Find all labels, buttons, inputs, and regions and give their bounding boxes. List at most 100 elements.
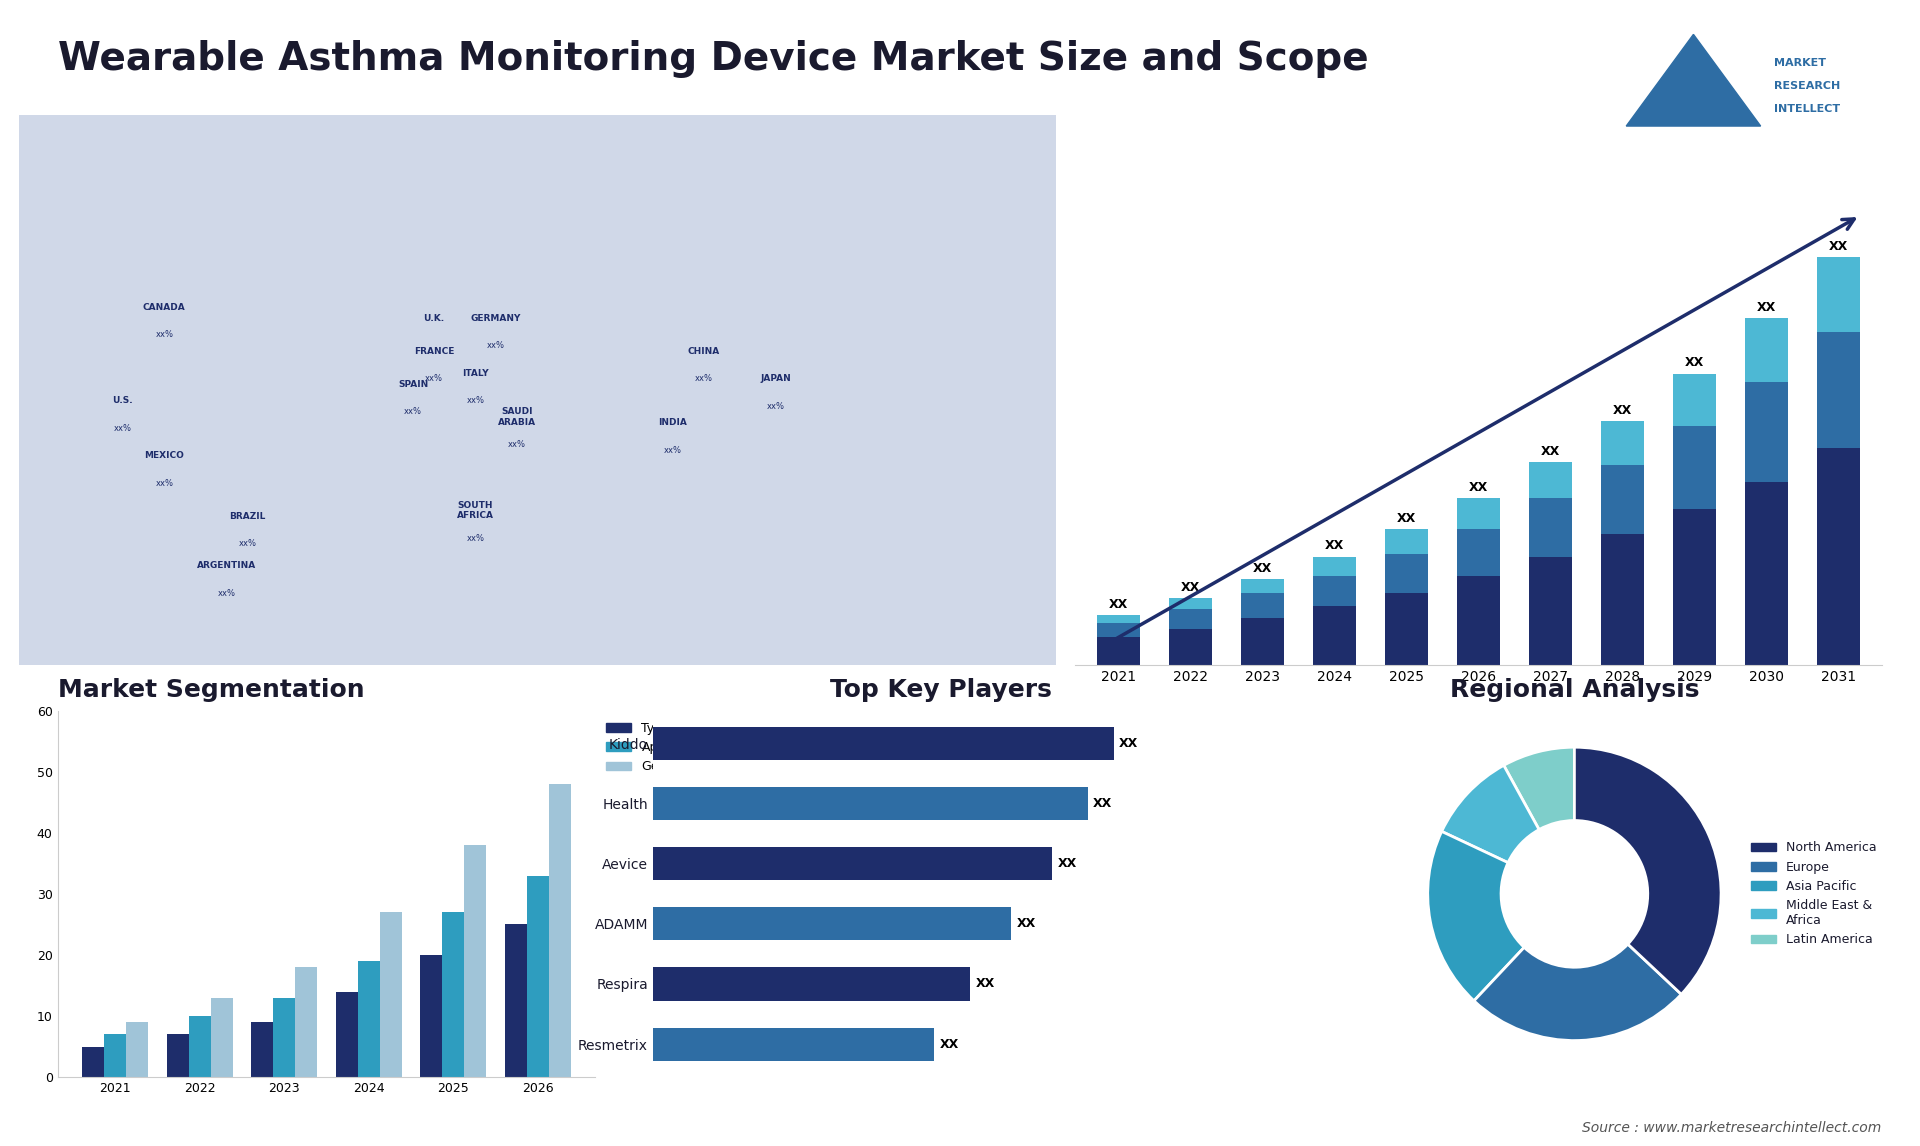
Bar bbox=[526, 876, 549, 1077]
Wedge shape bbox=[1475, 944, 1682, 1041]
Text: xx%: xx% bbox=[238, 539, 255, 548]
Bar bbox=[336, 991, 357, 1077]
Text: XX: XX bbox=[1396, 512, 1417, 525]
Wedge shape bbox=[1503, 747, 1574, 830]
Bar bbox=[252, 1022, 273, 1077]
Bar bbox=[1672, 426, 1716, 510]
Title: Top Key Players: Top Key Players bbox=[829, 677, 1052, 701]
Bar bbox=[1096, 637, 1140, 665]
Bar bbox=[1457, 528, 1500, 576]
Text: ITALY: ITALY bbox=[463, 369, 490, 378]
Text: xx%: xx% bbox=[424, 374, 444, 383]
Bar bbox=[1096, 614, 1140, 623]
Text: ARGENTINA: ARGENTINA bbox=[198, 562, 255, 571]
Text: XX: XX bbox=[1016, 918, 1035, 931]
Bar bbox=[380, 912, 401, 1077]
Bar bbox=[653, 908, 1012, 941]
Bar bbox=[1313, 576, 1356, 606]
Bar bbox=[1672, 510, 1716, 665]
Bar bbox=[420, 955, 442, 1077]
Text: xx%: xx% bbox=[467, 397, 484, 406]
Bar bbox=[1240, 592, 1284, 618]
Bar bbox=[1601, 465, 1644, 534]
Text: XX: XX bbox=[1092, 798, 1112, 810]
Text: xx%: xx% bbox=[405, 407, 422, 416]
Text: Source : www.marketresearchintellect.com: Source : www.marketresearchintellect.com bbox=[1582, 1121, 1882, 1135]
Wedge shape bbox=[1428, 832, 1524, 1000]
Bar bbox=[357, 961, 380, 1077]
Text: GERMANY: GERMANY bbox=[470, 314, 522, 323]
Bar bbox=[1816, 332, 1860, 448]
Bar bbox=[1528, 499, 1572, 557]
Text: XX: XX bbox=[975, 978, 995, 990]
Bar bbox=[1745, 481, 1788, 665]
Legend: North America, Europe, Asia Pacific, Middle East &
Africa, Latin America: North America, Europe, Asia Pacific, Mid… bbox=[1745, 837, 1882, 951]
Text: xx%: xx% bbox=[217, 589, 236, 598]
Bar bbox=[1169, 598, 1212, 610]
Bar bbox=[465, 845, 486, 1077]
Text: INTELLECT: INTELLECT bbox=[1774, 104, 1839, 113]
Bar bbox=[296, 967, 317, 1077]
Bar bbox=[273, 998, 296, 1077]
Wedge shape bbox=[1442, 766, 1540, 863]
Text: SOUTH
AFRICA: SOUTH AFRICA bbox=[457, 501, 493, 520]
Legend: Type, Application, Geography: Type, Application, Geography bbox=[601, 716, 716, 778]
Bar bbox=[1816, 448, 1860, 665]
Bar bbox=[653, 1028, 935, 1060]
Bar bbox=[188, 1017, 211, 1077]
Text: INDIA: INDIA bbox=[659, 418, 687, 427]
Text: xx%: xx% bbox=[664, 446, 682, 455]
Text: MEXICO: MEXICO bbox=[144, 452, 184, 461]
Text: MARKET: MARKET bbox=[1774, 58, 1826, 68]
Text: XX: XX bbox=[1058, 857, 1077, 870]
Text: xx%: xx% bbox=[467, 534, 484, 543]
Text: XX: XX bbox=[1181, 581, 1200, 594]
Bar bbox=[653, 847, 1052, 880]
Bar bbox=[1672, 374, 1716, 426]
Text: xx%: xx% bbox=[509, 440, 526, 449]
Wedge shape bbox=[1574, 747, 1720, 995]
Bar bbox=[653, 728, 1114, 760]
Bar bbox=[104, 1035, 127, 1077]
Bar bbox=[211, 998, 232, 1077]
Text: xx%: xx% bbox=[488, 342, 505, 351]
Text: FRANCE: FRANCE bbox=[413, 346, 455, 355]
Bar bbox=[653, 967, 970, 1000]
Bar bbox=[1528, 557, 1572, 665]
Text: SPAIN: SPAIN bbox=[397, 379, 428, 388]
Text: SAUDI
ARABIA: SAUDI ARABIA bbox=[497, 408, 536, 426]
Text: XX: XX bbox=[1469, 481, 1488, 494]
Bar bbox=[1457, 576, 1500, 665]
Text: xx%: xx% bbox=[695, 374, 712, 383]
Bar bbox=[167, 1035, 188, 1077]
Text: XX: XX bbox=[1252, 562, 1273, 574]
Text: Wearable Asthma Monitoring Device Market Size and Scope: Wearable Asthma Monitoring Device Market… bbox=[58, 40, 1369, 78]
Bar bbox=[1816, 257, 1860, 332]
Bar bbox=[1169, 610, 1212, 629]
Bar bbox=[1745, 319, 1788, 382]
Text: xx%: xx% bbox=[768, 401, 785, 410]
Bar bbox=[1240, 579, 1284, 592]
Text: XX: XX bbox=[1540, 445, 1561, 458]
Bar bbox=[442, 912, 465, 1077]
Text: Market Segmentation: Market Segmentation bbox=[58, 677, 365, 701]
Text: XX: XX bbox=[1828, 240, 1849, 253]
Bar bbox=[1313, 557, 1356, 576]
Text: U.S.: U.S. bbox=[113, 397, 132, 406]
Bar bbox=[1240, 618, 1284, 665]
Bar bbox=[549, 784, 570, 1077]
Text: XX: XX bbox=[1108, 597, 1129, 611]
Bar bbox=[1457, 499, 1500, 528]
Text: U.K.: U.K. bbox=[422, 314, 445, 323]
Text: CHINA: CHINA bbox=[687, 346, 720, 355]
Text: XX: XX bbox=[939, 1037, 958, 1051]
Bar bbox=[1096, 623, 1140, 637]
Text: CANADA: CANADA bbox=[142, 303, 186, 312]
Text: JAPAN: JAPAN bbox=[760, 374, 791, 383]
Bar bbox=[653, 787, 1089, 821]
Text: RESEARCH: RESEARCH bbox=[1774, 81, 1841, 91]
Bar bbox=[1601, 534, 1644, 665]
Polygon shape bbox=[1626, 34, 1761, 126]
Text: XX: XX bbox=[1613, 403, 1632, 417]
Bar bbox=[1384, 554, 1428, 592]
